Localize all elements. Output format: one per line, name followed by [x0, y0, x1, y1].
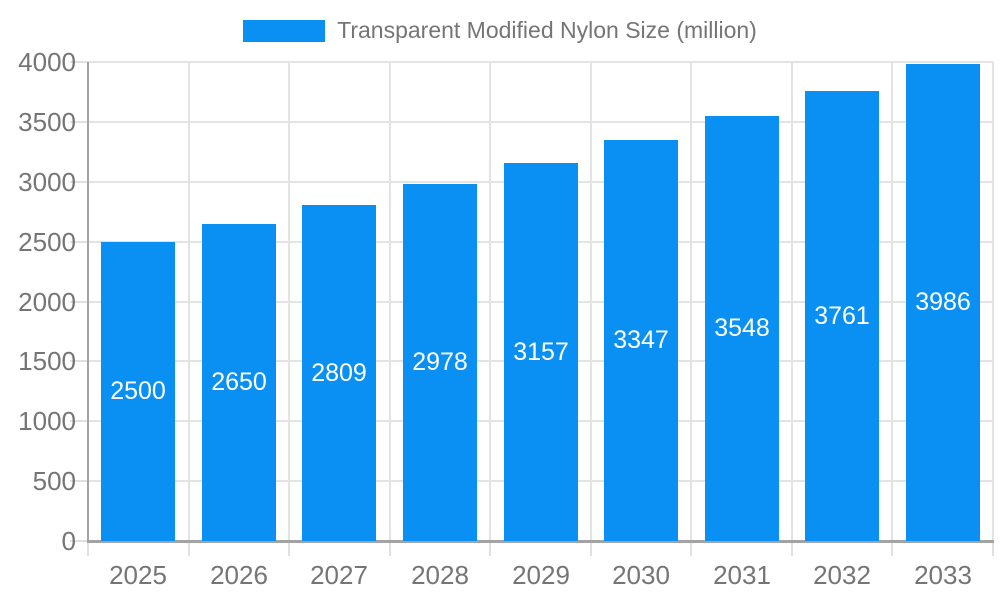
x-axis-tick: [87, 543, 89, 556]
y-axis-tick: [70, 360, 88, 362]
x-axis-tick: [188, 543, 190, 556]
bar-value-label: 3548: [714, 314, 770, 342]
bar[interactable]: 2809: [302, 205, 376, 541]
y-axis-tick: [70, 61, 88, 63]
x-tick-label: 2025: [109, 560, 167, 590]
x-tick-label: 2032: [813, 560, 871, 590]
bar-value-label: 3157: [513, 337, 569, 366]
x-axis-tick: [791, 543, 793, 556]
x-tick-label: 2030: [612, 560, 670, 590]
legend-label: Transparent Modified Nylon Size (million…: [337, 17, 757, 43]
x-axis-tick: [690, 543, 692, 556]
bar-value-label: 3761: [814, 301, 870, 330]
bar-value-label: 2650: [211, 368, 267, 396]
y-tick-label: 3500: [18, 107, 76, 137]
gridline-horizontal: [88, 61, 993, 63]
y-tick-label: 2500: [18, 227, 76, 257]
x-axis-tick: [590, 543, 592, 556]
gridline-vertical: [188, 62, 190, 541]
y-axis-line: [87, 62, 89, 543]
bar[interactable]: 2978: [403, 184, 477, 541]
gridline-vertical: [992, 62, 994, 541]
bar-value-label: 3347: [613, 326, 669, 354]
y-axis-tick: [70, 301, 88, 303]
x-axis-line: [87, 540, 994, 543]
gridline-vertical: [288, 62, 290, 541]
legend-swatch: [243, 19, 326, 42]
x-axis-tick: [992, 543, 994, 556]
y-tick-label: 4000: [18, 47, 76, 77]
x-tick-label: 2031: [713, 560, 771, 590]
gridline-vertical: [891, 62, 893, 541]
x-tick-label: 2029: [512, 560, 570, 590]
x-tick-label: 2033: [914, 560, 972, 590]
y-axis-tick: [70, 181, 88, 183]
bar-value-label: 2978: [412, 348, 468, 376]
gridline-vertical: [590, 62, 592, 541]
y-axis-tick: [70, 241, 88, 243]
x-axis-tick: [389, 543, 391, 556]
y-tick-label: 0: [61, 526, 76, 556]
gridline-vertical: [690, 62, 692, 541]
x-tick-label: 2026: [210, 560, 268, 590]
bar[interactable]: 3548: [705, 116, 779, 541]
gridline-vertical: [791, 62, 793, 541]
gridline-vertical: [489, 62, 491, 541]
x-tick-label: 2027: [310, 560, 368, 590]
y-tick-label: 500: [32, 466, 76, 496]
y-axis-tick: [70, 420, 88, 422]
y-tick-label: 1000: [18, 406, 76, 436]
bar-value-label: 3986: [915, 288, 971, 316]
y-axis-tick: [70, 121, 88, 123]
y-tick-label: 1500: [18, 346, 76, 376]
x-axis-tick: [489, 543, 491, 556]
y-tick-label: 3000: [18, 167, 76, 197]
chart-legend[interactable]: Transparent Modified Nylon Size (million…: [0, 17, 1000, 44]
x-axis-tick: [891, 543, 893, 556]
y-axis-tick: [70, 480, 88, 482]
y-axis-tick: [70, 540, 88, 542]
bar[interactable]: 3347: [604, 140, 678, 541]
bar[interactable]: 3986: [906, 64, 980, 541]
bar[interactable]: 3761: [805, 91, 879, 541]
bar-value-label: 2500: [110, 377, 166, 405]
bar[interactable]: 2500: [101, 242, 175, 541]
bar[interactable]: 3157: [504, 163, 578, 541]
gridline-vertical: [389, 62, 391, 541]
x-tick-label: 2028: [411, 560, 469, 590]
y-tick-label: 2000: [18, 287, 76, 317]
bar[interactable]: 2650: [202, 224, 276, 541]
x-axis-tick: [288, 543, 290, 556]
gridline-horizontal: [88, 121, 993, 123]
bar-value-label: 2809: [311, 358, 367, 387]
